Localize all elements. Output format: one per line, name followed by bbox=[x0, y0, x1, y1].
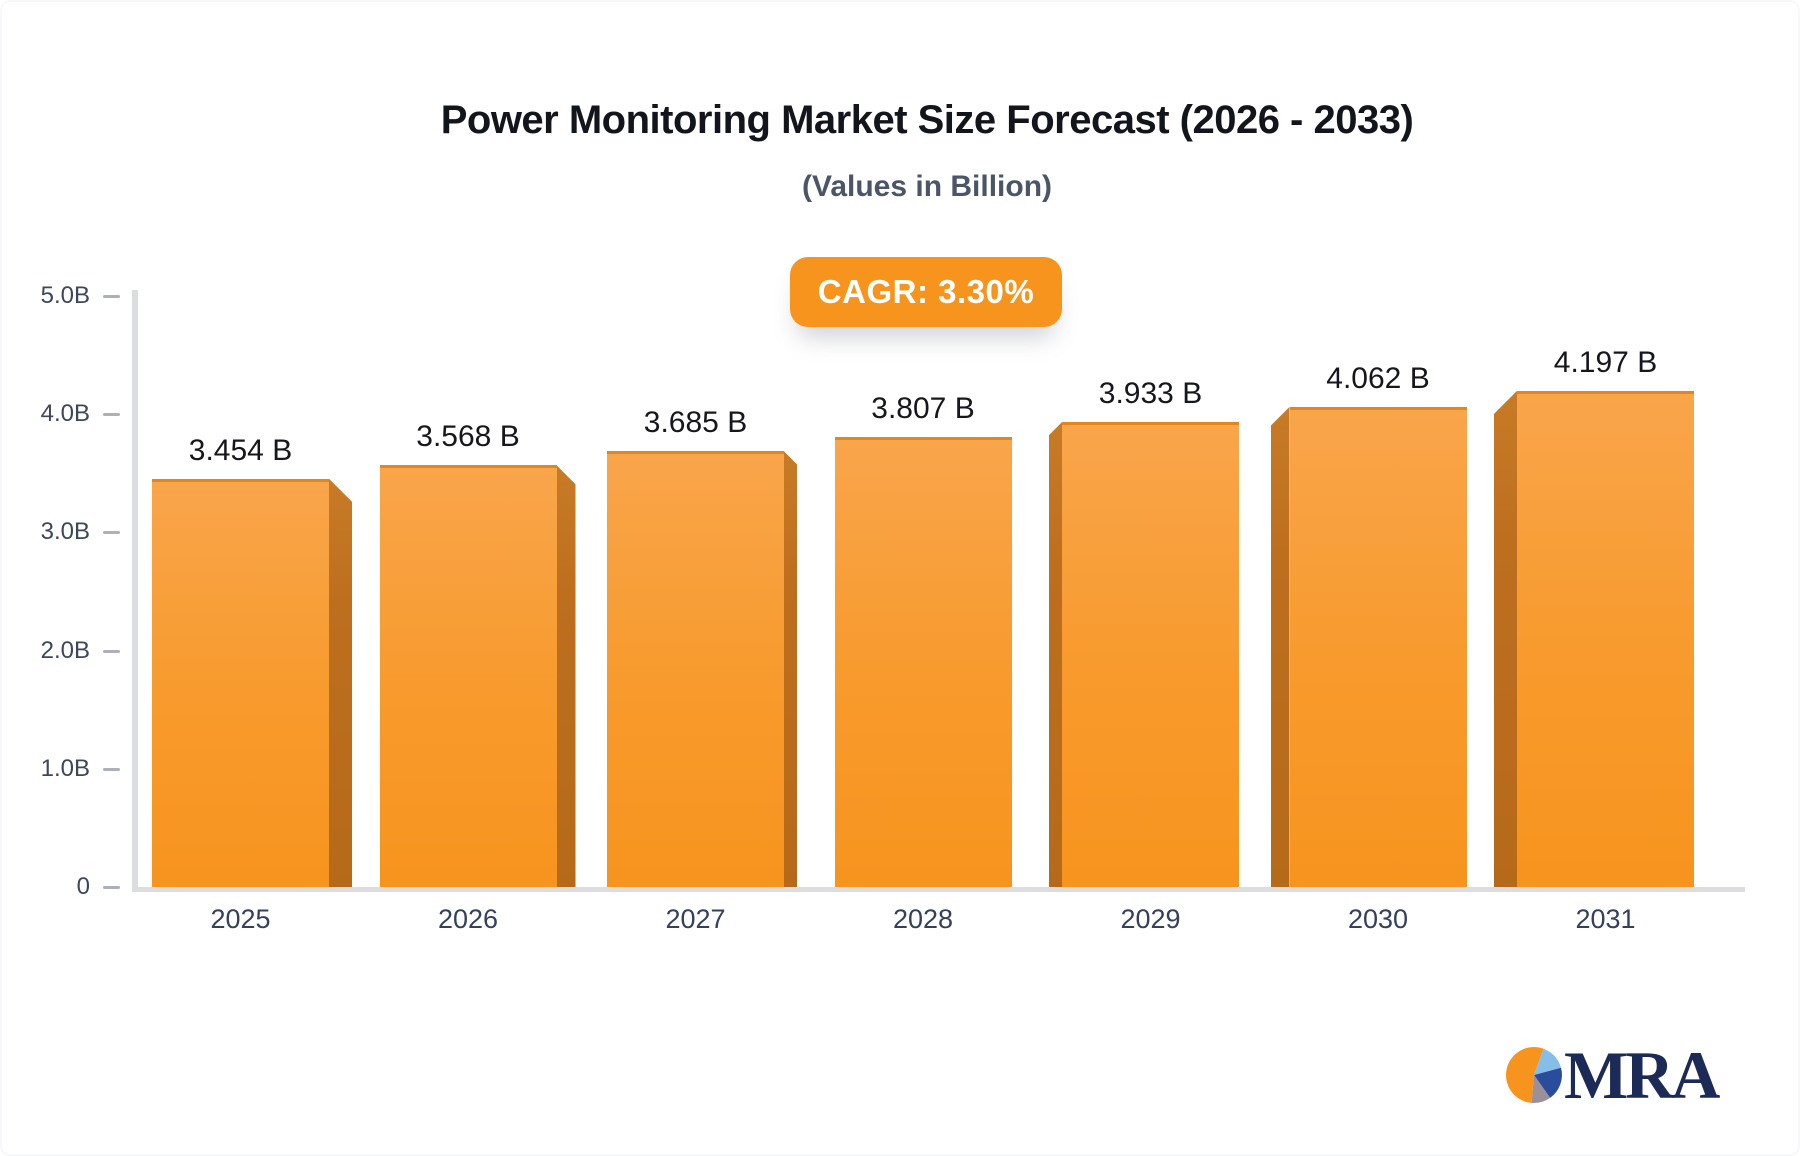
y-axis-tick-label: 0 bbox=[76, 873, 90, 900]
bar-2025 bbox=[152, 478, 329, 887]
y-axis-tick-mark bbox=[103, 649, 120, 653]
bar-value-label: 3.685 B bbox=[643, 406, 748, 440]
brand-logo: MRA bbox=[1505, 1037, 1720, 1113]
x-axis-line bbox=[132, 887, 1745, 892]
x-axis-label-2031: 2031 bbox=[1575, 904, 1636, 934]
y-axis-tick-mark bbox=[103, 413, 120, 417]
bar-2030 bbox=[1289, 406, 1467, 887]
y-axis-tick-mark bbox=[103, 767, 120, 771]
x-axis-label-2027: 2027 bbox=[665, 904, 726, 934]
bar-2027 bbox=[607, 451, 784, 887]
x-axis-label-2026: 2026 bbox=[437, 904, 499, 934]
y-axis-tick-mark bbox=[103, 295, 120, 298]
x-axis-label-2030: 2030 bbox=[1347, 904, 1409, 934]
bar-2026 bbox=[379, 465, 557, 887]
bar-side-face-2029 bbox=[1049, 422, 1062, 887]
y-axis-tick-label: 1.0B bbox=[40, 754, 90, 782]
pie-chart-logo-icon bbox=[1506, 1047, 1562, 1104]
x-axis-label-2028: 2028 bbox=[892, 904, 954, 934]
bar-2028 bbox=[834, 437, 1012, 887]
bar-value-label: 3.807 B bbox=[871, 392, 975, 425]
bar-value-label: 3.933 B bbox=[1098, 377, 1203, 411]
x-axis-label-2029: 2029 bbox=[1120, 904, 1181, 934]
bar-value-label: 3.454 B bbox=[188, 433, 293, 467]
bar-value-label: 3.568 B bbox=[416, 420, 520, 454]
cagr-badge: CAGR: 3.30% bbox=[790, 257, 1062, 327]
chart-title: Power Monitoring Market Size Forecast (2… bbox=[440, 98, 1414, 142]
y-axis-tick-label: 3.0B bbox=[40, 518, 90, 546]
logo-text: MRA bbox=[1564, 1037, 1720, 1113]
y-axis-tick-label: 5.0B bbox=[40, 282, 90, 309]
y-axis-line bbox=[132, 290, 138, 890]
chart-subtitle: (Values in Billion) bbox=[801, 170, 1053, 203]
bar-side-face-2031 bbox=[1494, 390, 1517, 887]
bar-2031 bbox=[1517, 390, 1694, 887]
y-axis-tick-label: 2.0B bbox=[40, 636, 90, 664]
bar-side-face-2025 bbox=[329, 478, 352, 887]
bar-2029 bbox=[1062, 422, 1239, 887]
bar-side-face-2027 bbox=[784, 451, 797, 887]
y-axis-tick-label: 4.0B bbox=[40, 400, 90, 428]
y-axis-tick-mark bbox=[103, 886, 120, 889]
bar-side-face-2030 bbox=[1270, 406, 1290, 887]
bar-value-label: 4.062 B bbox=[1326, 361, 1430, 395]
x-axis-label-2025: 2025 bbox=[210, 904, 271, 934]
bar-value-label: 4.197 B bbox=[1553, 345, 1658, 379]
y-axis-tick-mark bbox=[103, 531, 120, 535]
bar-side-face-2026 bbox=[556, 465, 576, 887]
